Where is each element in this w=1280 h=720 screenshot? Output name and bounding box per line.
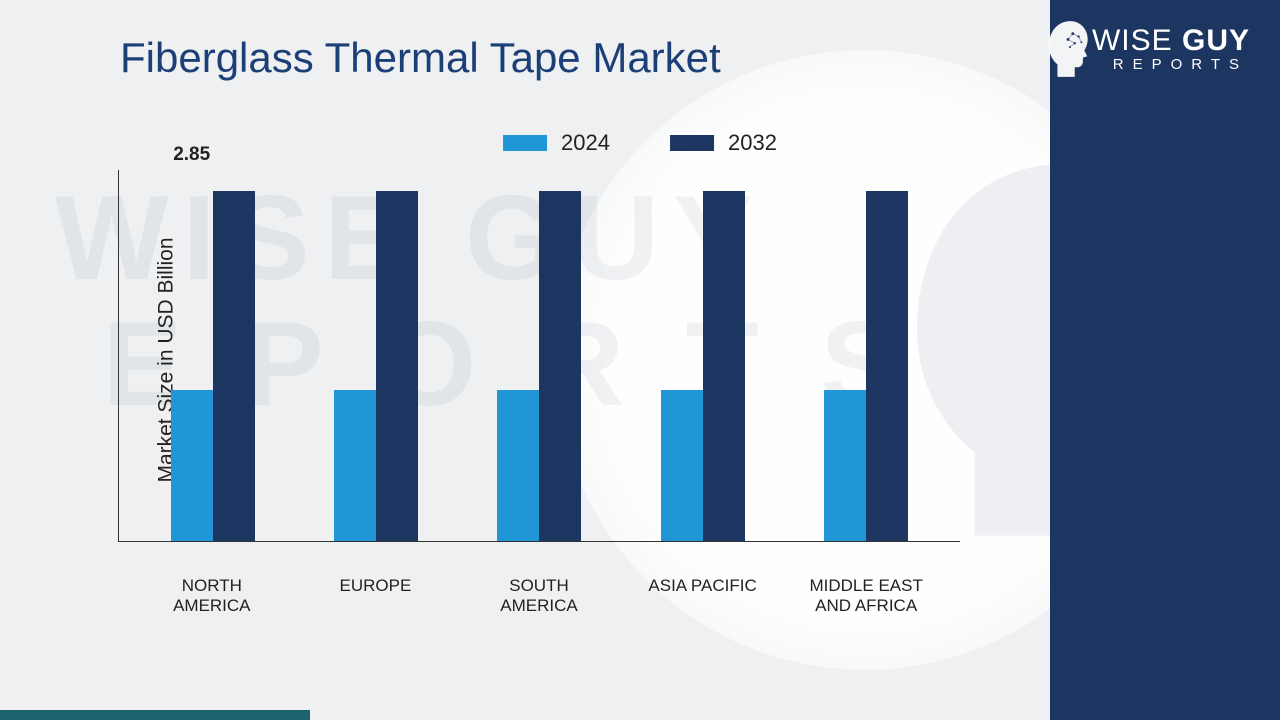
bar-group <box>497 170 581 541</box>
bar-group <box>824 170 908 541</box>
bar <box>866 191 908 541</box>
category-label: ASIA PACIFIC <box>643 576 763 615</box>
bar <box>334 390 376 541</box>
chart-plot-area: 2.85 <box>118 170 960 542</box>
bar-value-label: 2.85 <box>171 144 213 166</box>
bar <box>824 390 866 541</box>
bar <box>376 191 418 541</box>
brand-head-icon <box>1044 20 1092 78</box>
infographic-stage: WISE GUY E P O R T S Fiberglass Thermal … <box>0 0 1280 720</box>
bar <box>213 191 255 541</box>
category-label: NORTH AMERICA <box>152 576 272 615</box>
bar-group <box>661 170 745 541</box>
legend-swatch-2032 <box>670 135 714 151</box>
legend-swatch-2024 <box>503 135 547 151</box>
chart-title: Fiberglass Thermal Tape Market <box>120 34 721 82</box>
category-labels: NORTH AMERICA EUROPE SOUTH AMERICA ASIA PAC… <box>118 576 960 615</box>
bar-group: 2.85 <box>171 170 255 541</box>
category-label: SOUTH AMERICA <box>479 576 599 615</box>
bar-group <box>334 170 418 541</box>
bar <box>539 191 581 541</box>
brand-logo: WISE GUY REPORTS <box>1092 24 1250 73</box>
brand-logo-line1: WISE GUY <box>1092 24 1250 58</box>
right-brand-band <box>1050 0 1280 720</box>
category-label: MIDDLE EAST AND AFRICA <box>806 576 926 615</box>
category-label: EUROPE <box>315 576 435 615</box>
bar <box>703 191 745 541</box>
bar-groups: 2.85 <box>119 170 960 541</box>
bar-chart: Market Size in USD Billion 2.85 NORTH AM… <box>100 150 960 570</box>
bottom-accent-strip <box>0 710 310 720</box>
bar <box>171 390 213 541</box>
bar <box>661 390 703 541</box>
bar <box>497 390 539 541</box>
brand-logo-line2: REPORTS <box>1092 56 1250 73</box>
